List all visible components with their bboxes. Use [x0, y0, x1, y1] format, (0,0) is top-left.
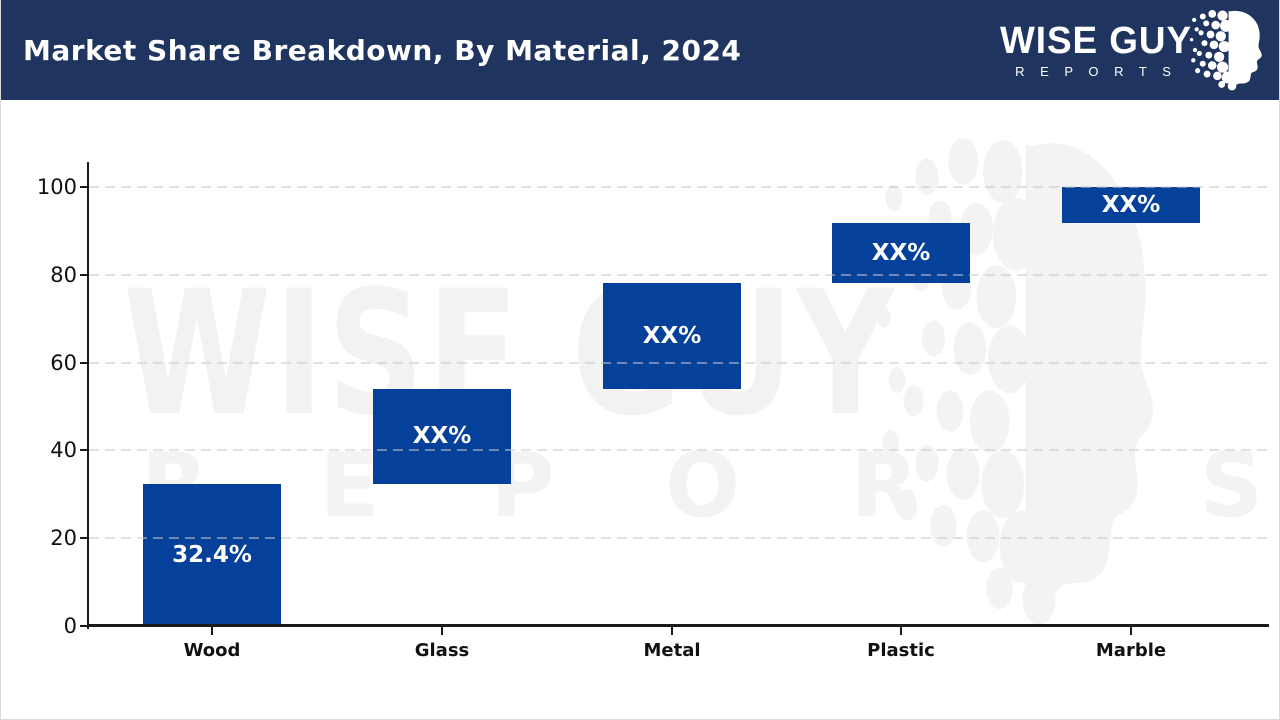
bar-value-label: 32.4%: [172, 541, 252, 568]
y-axis-line: [87, 162, 89, 629]
x-tick-mark: [441, 627, 443, 635]
wiseguy-logo: WISE GUY R E P O R T S: [997, 0, 1269, 100]
logo-wordmark: WISE GUY: [999, 19, 1193, 62]
x-tick-label-glass: Glass: [414, 640, 470, 661]
logo-text: WISE GUY R E P O R T S: [997, 22, 1195, 79]
chart-bar-glass: XX%: [373, 388, 511, 484]
x-tick-mark: [1130, 627, 1132, 635]
x-axis-line: [87, 624, 1269, 627]
x-tick-label-metal: Metal: [643, 640, 701, 661]
y-tick-mark: [80, 449, 88, 452]
gridline: [89, 186, 1269, 188]
gridline: [89, 537, 1269, 540]
gridline: [89, 361, 1269, 364]
header-bar: Market Share Breakdown, By Material, 202…: [1, 0, 1279, 100]
bar-value-label: XX%: [1101, 191, 1161, 218]
watermark-subtitle: R E P O R T S: [141, 434, 1279, 537]
x-tick-label-plastic: Plastic: [867, 640, 935, 661]
chart-bar-wood: 32.4%: [143, 483, 281, 626]
y-tick-mark: [80, 537, 88, 540]
x-tick-label-wood: Wood: [183, 640, 241, 661]
page-title: Market Share Breakdown, By Material, 202…: [23, 33, 742, 67]
waterfall-chart: WISE GUY R E P O R T S 32.4% Wood XX% Glass…: [1, 100, 1279, 718]
x-tick-mark: [211, 627, 213, 635]
head-profile-logo-icon: [1183, 8, 1269, 92]
y-tick-mark: [80, 186, 88, 188]
chart-bar-metal: XX%: [603, 282, 741, 389]
bar-value-label: XX%: [871, 239, 931, 266]
y-tick-mark: [80, 625, 88, 627]
bar-value-label: XX%: [412, 423, 472, 450]
y-tick-label: 0: [63, 614, 77, 638]
gridline: [89, 273, 1269, 276]
gridline: [89, 449, 1269, 452]
y-tick-label: 100: [36, 175, 77, 199]
x-tick-label-marble: Marble: [1095, 640, 1167, 661]
y-tick-mark: [80, 273, 88, 276]
y-tick-label: 80: [50, 262, 77, 287]
x-tick-mark: [671, 627, 673, 635]
bar-value-label: XX%: [642, 322, 702, 349]
y-tick-label: 20: [50, 526, 77, 551]
y-tick-label: 40: [50, 438, 77, 463]
y-tick-label: 60: [50, 350, 77, 375]
chart-bar-marble: XX%: [1062, 187, 1200, 223]
y-tick-mark: [80, 361, 88, 364]
x-tick-mark: [900, 627, 902, 635]
logo-subtitle: R E P O R T S: [1015, 63, 1177, 79]
